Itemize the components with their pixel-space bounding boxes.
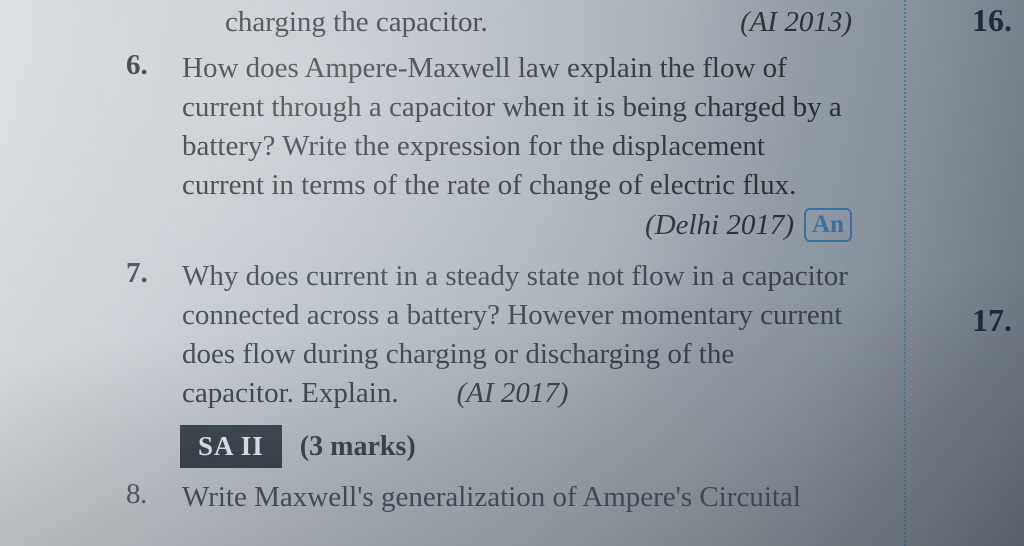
question-number: 7. [120, 257, 182, 414]
fragment-text: charging the capacitor. [225, 6, 488, 39]
main-column: charging the capacitor. (AI 2013) 6. How… [120, 6, 870, 517]
question-body: Write Maxwell's generalization of Ampere… [182, 478, 870, 517]
section-badge: SA II [180, 425, 282, 468]
question-text: Write Maxwell's generalization of Ampere… [182, 481, 801, 513]
question-number: 6. [120, 49, 182, 245]
question-body: How does Ampere-Maxwell law explain the … [182, 49, 870, 245]
question-8: 8. Write Maxwell's generalization of Amp… [120, 478, 870, 517]
question-citation: (AI 2017) [457, 377, 569, 409]
margin-number-17: 17. [972, 302, 1012, 339]
question-6: 6. How does Ampere-Maxwell law explain t… [120, 49, 870, 245]
textbook-page: charging the capacitor. (AI 2013) 6. How… [0, 0, 1024, 546]
column-divider [904, 0, 906, 546]
question-body: Why does current in a steady state not f… [182, 257, 870, 414]
question-footer: (Delhi 2017) An [182, 206, 852, 245]
question-number: 8. [120, 478, 182, 517]
marks-label: (3 marks) [300, 431, 416, 463]
an-badge: An [804, 208, 852, 242]
margin-number-16: 16. [972, 2, 1012, 39]
question-citation: (Delhi 2017) [645, 206, 794, 245]
question-text: How does Ampere-Maxwell law explain the … [182, 52, 842, 201]
question-7: 7. Why does current in a steady state no… [120, 257, 870, 414]
fragment-citation: (AI 2013) [740, 6, 870, 39]
section-header: SA II (3 marks) [180, 425, 870, 468]
previous-question-fragment: charging the capacitor. (AI 2013) [120, 6, 870, 39]
